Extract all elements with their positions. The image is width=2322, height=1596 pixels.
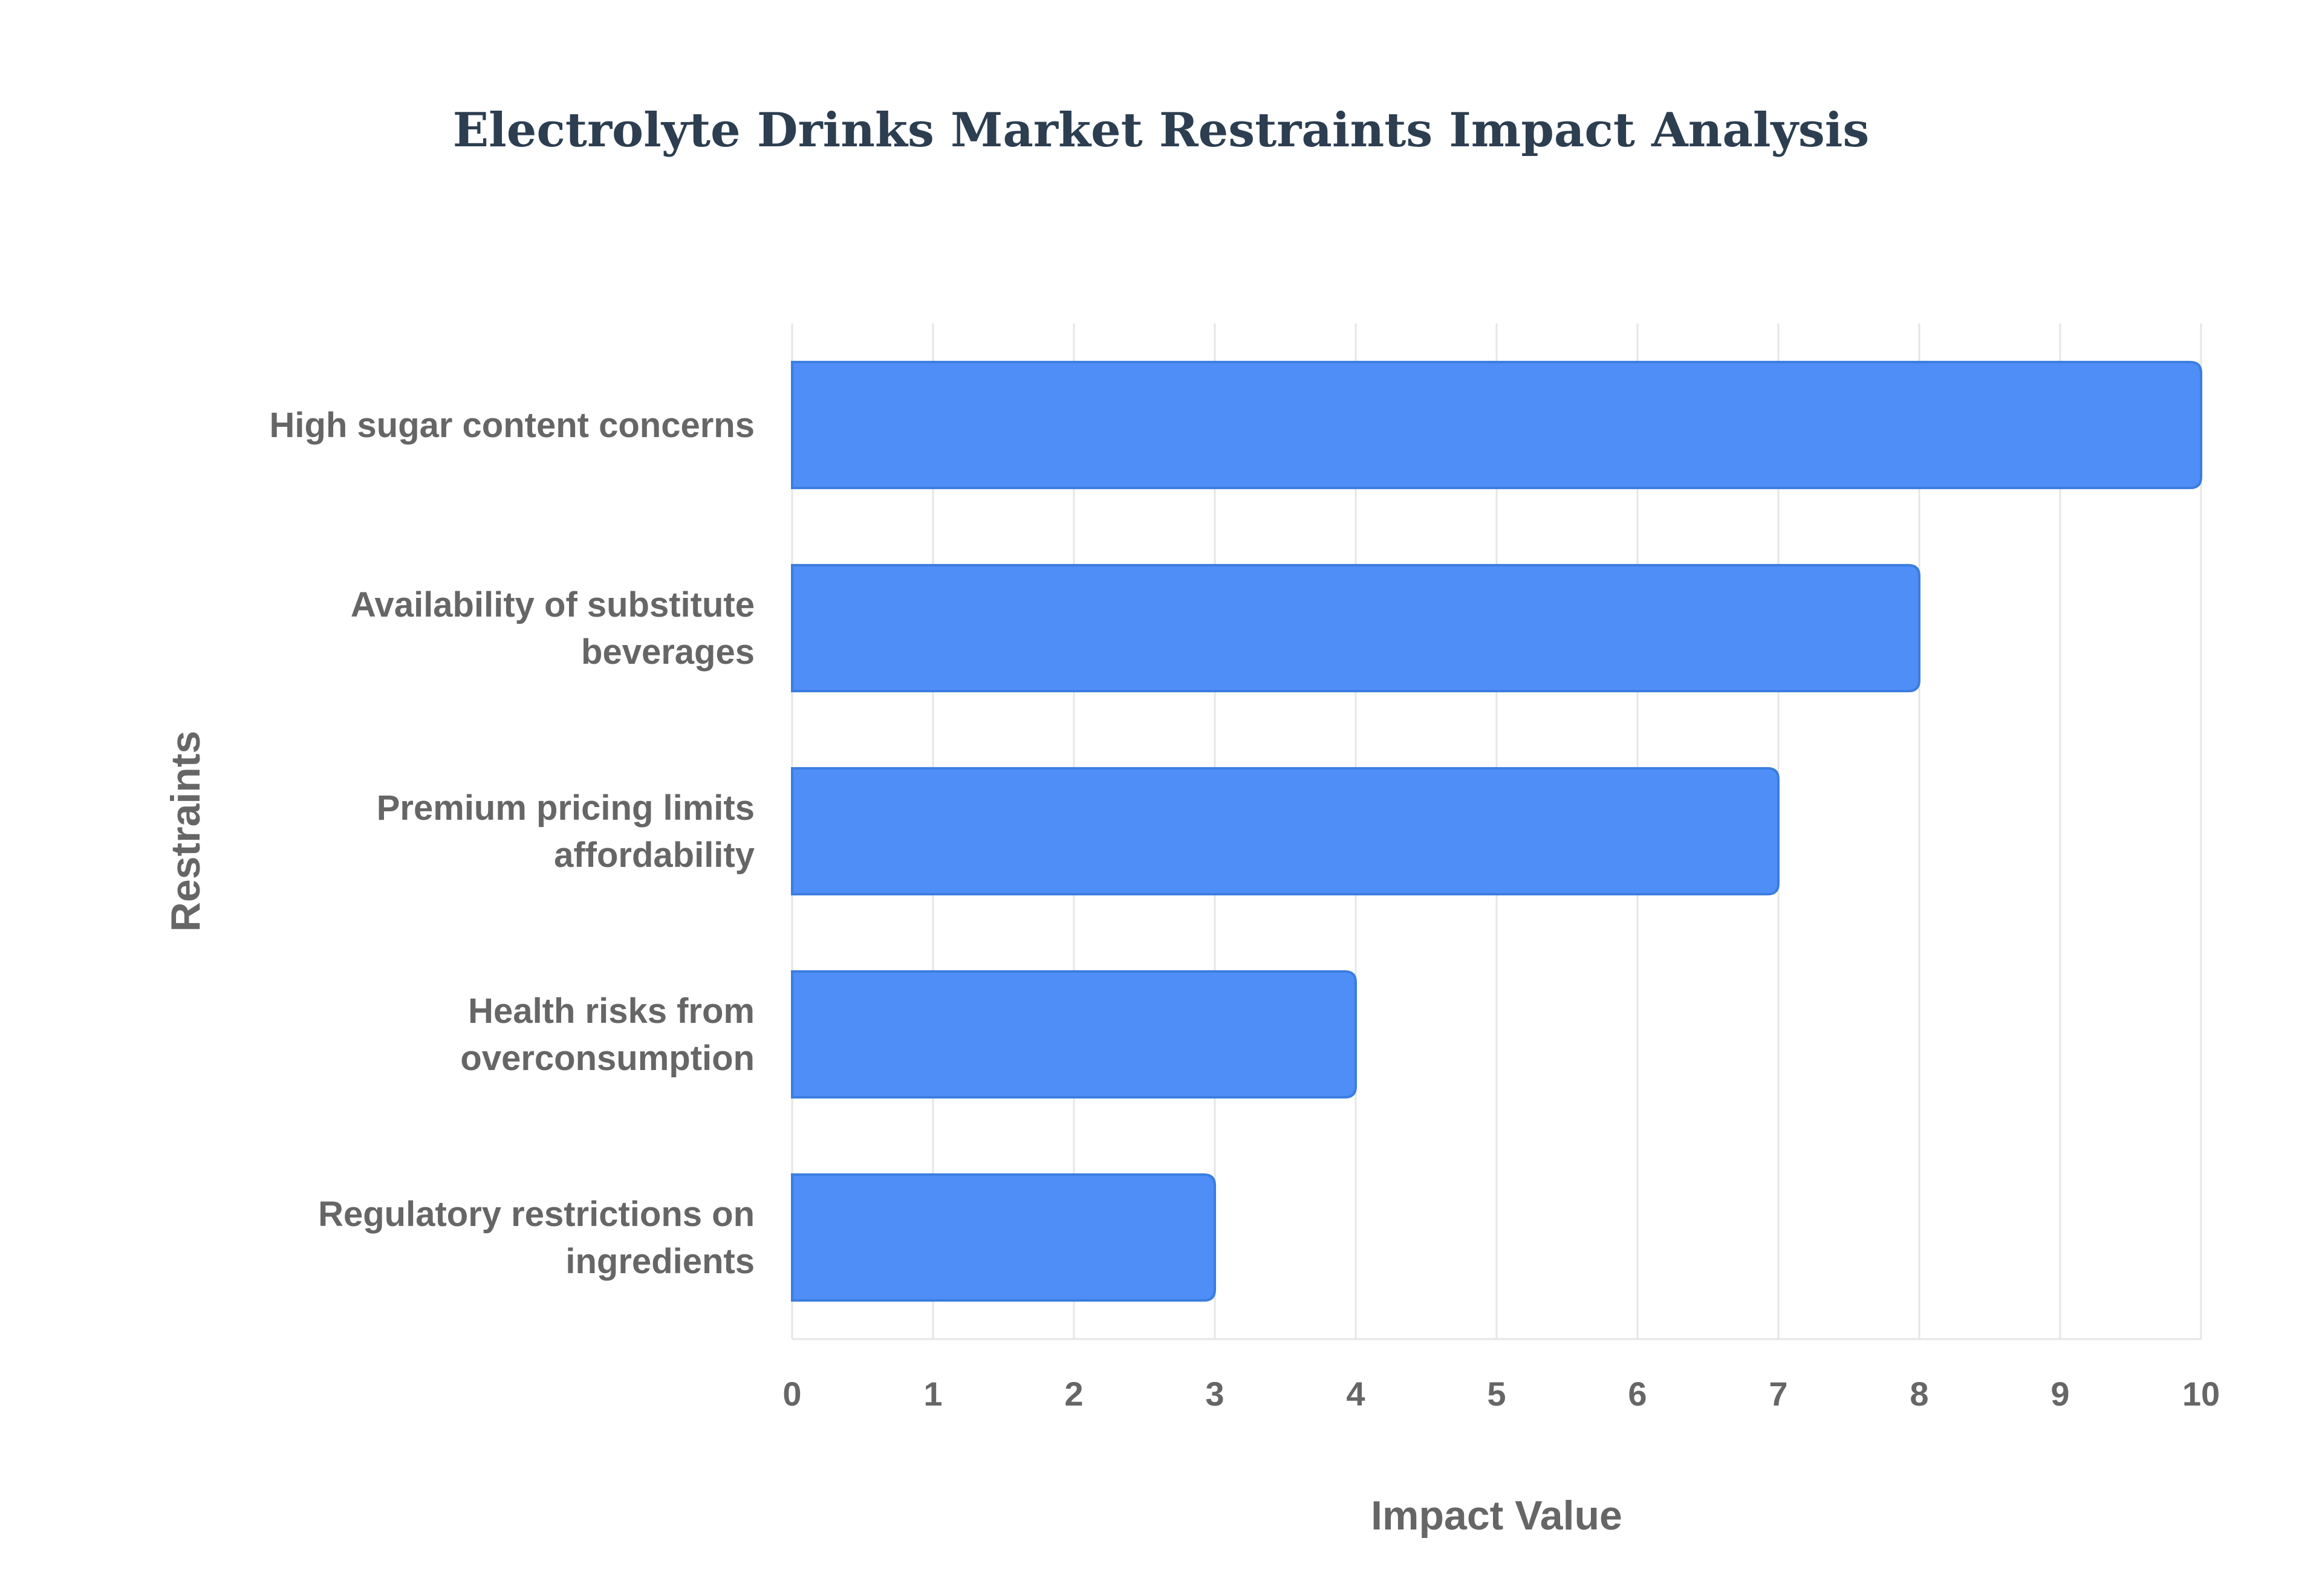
x-tick-label: 4 <box>1346 1375 1365 1413</box>
category-label-line: Regulatory restrictions on <box>318 1195 755 1234</box>
x-tick-label: 8 <box>1910 1375 1928 1413</box>
category-label: Regulatory restrictions on ingredients <box>318 1195 755 1281</box>
category-label: Health risks from overconsumption <box>460 991 755 1078</box>
x-tick-label: 5 <box>1487 1375 1506 1413</box>
x-tick-label: 3 <box>1205 1375 1224 1413</box>
x-tick-label: 10 <box>2182 1375 2220 1413</box>
x-tick-label: 6 <box>1628 1375 1647 1413</box>
x-tick-label: 2 <box>1064 1375 1083 1413</box>
category-label-line: overconsumption <box>460 1039 755 1078</box>
category-label-line: affordability <box>554 835 755 875</box>
labels: 0 1 2 3 4 5 6 7 8 9 10 High sugar content concerns A… <box>163 406 2220 1539</box>
bar[interactable] <box>791 970 1357 1099</box>
category-label: High sugar content concerns <box>270 406 755 445</box>
bar[interactable] <box>791 563 1920 693</box>
x-tick-label: 9 <box>2050 1375 2069 1413</box>
category-label-line: Premium pricing limits <box>377 788 755 828</box>
category-label-line: Health risks from <box>468 991 755 1031</box>
bar[interactable] <box>791 1173 1216 1302</box>
x-axis-title: Impact Value <box>1371 1493 1622 1539</box>
category-label-line: High sugar content concerns <box>270 406 755 445</box>
x-tick-label: 7 <box>1769 1375 1787 1413</box>
category-label: Premium pricing limits affordability <box>377 788 755 875</box>
category-label-line: beverages <box>581 632 755 672</box>
chart-title: Electrolyte Drinks Market Restraints Imp… <box>452 103 1870 158</box>
x-tick-label: 0 <box>782 1375 801 1413</box>
y-axis-title: Restraints <box>163 731 209 932</box>
bar[interactable] <box>791 767 1780 896</box>
x-tick-label: 1 <box>923 1375 942 1413</box>
category-label-line: Availability of substitute <box>351 585 755 624</box>
category-label: Availability of substitute beverages <box>351 585 755 672</box>
category-label-line: ingredients <box>565 1242 755 1281</box>
bar[interactable] <box>791 360 2202 490</box>
bars <box>791 360 2202 1302</box>
